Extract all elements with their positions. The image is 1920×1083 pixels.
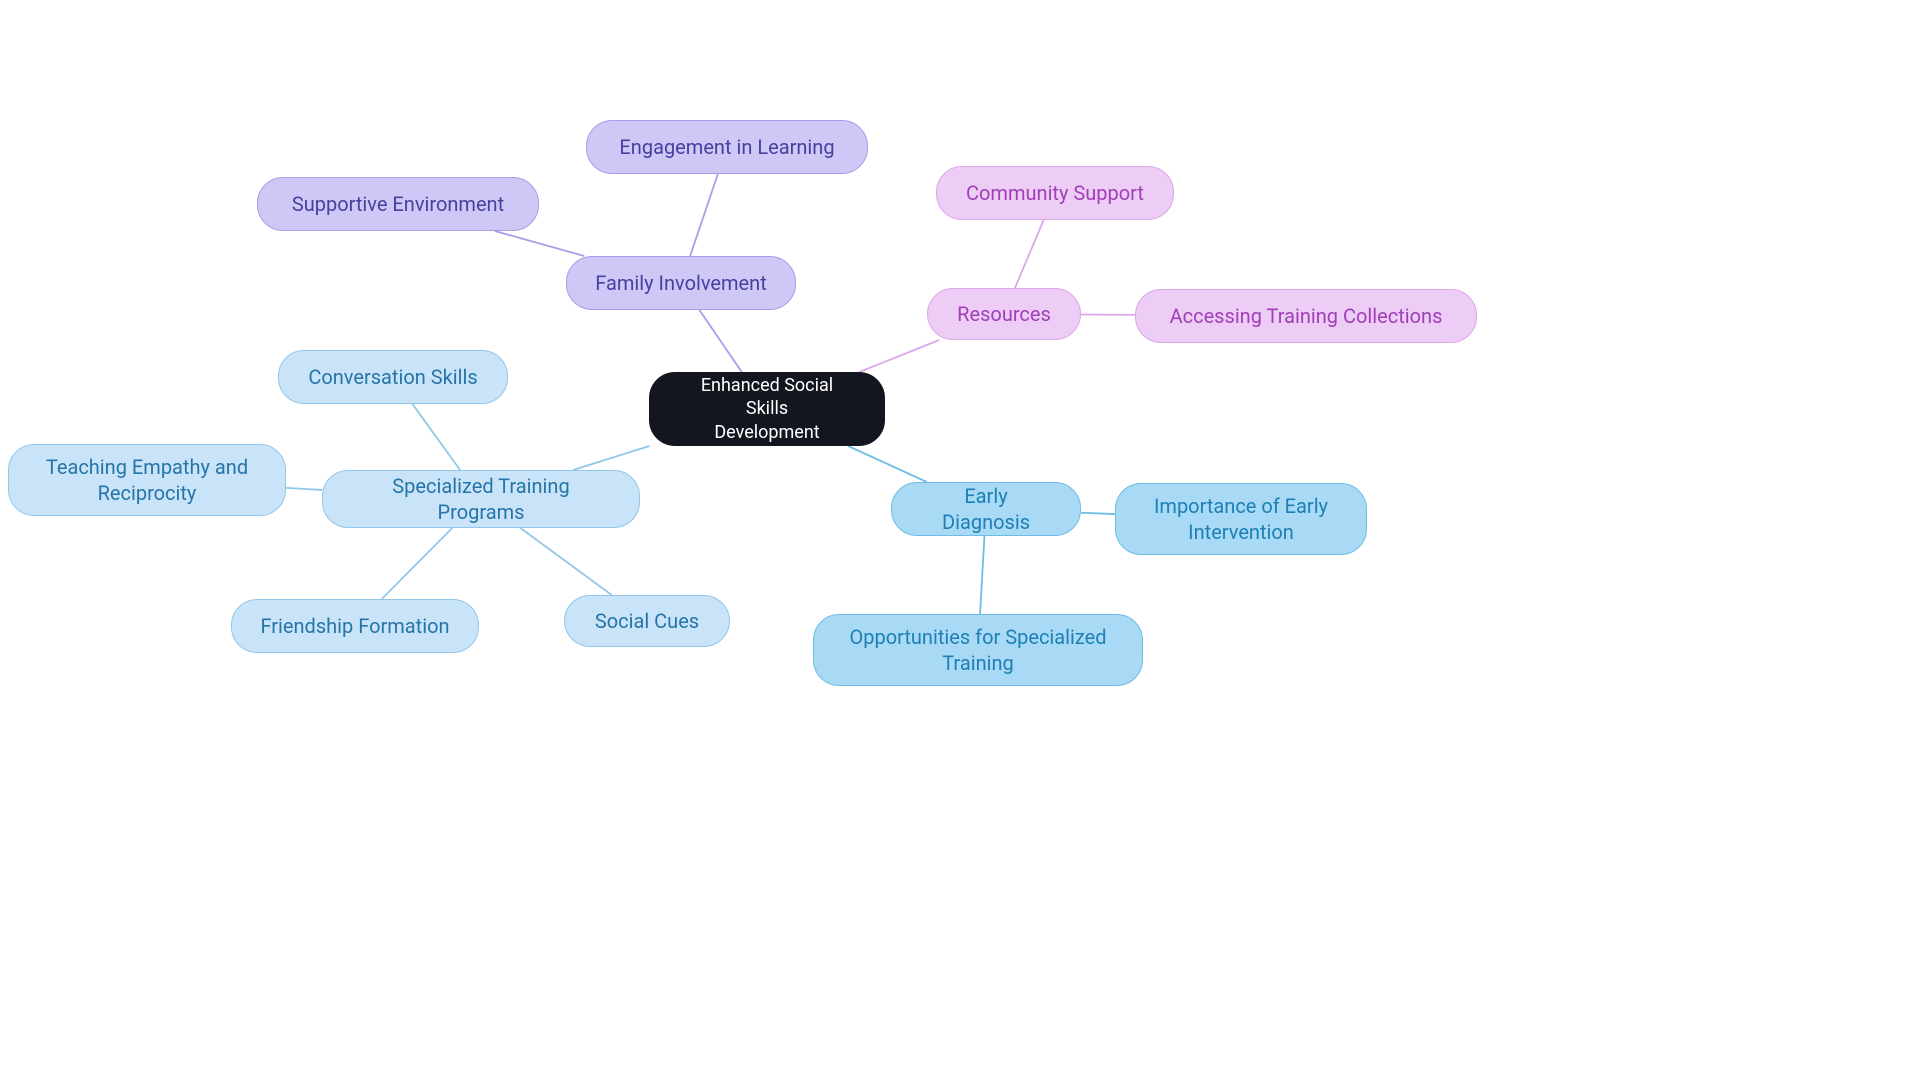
edges-layer [0, 0, 1920, 1083]
node-label: Enhanced Social Skills Development [678, 374, 856, 444]
node-engagement[interactable]: Engagement in Learning [586, 120, 868, 174]
edge-earlydiag-importance [1081, 513, 1115, 514]
node-family[interactable]: Family Involvement [566, 256, 796, 310]
node-importance[interactable]: Importance of Early Intervention [1115, 483, 1367, 555]
edge-specialized-empathy [286, 488, 322, 490]
node-label: Resources [957, 301, 1051, 327]
edge-center-earlydiag [848, 446, 927, 482]
edge-center-family [699, 310, 741, 372]
node-label: Specialized Training Programs [351, 473, 611, 525]
node-friendship[interactable]: Friendship Formation [231, 599, 479, 653]
node-label: Engagement in Learning [619, 134, 834, 160]
edge-center-resources [859, 340, 939, 372]
node-label: Conversation Skills [308, 364, 477, 390]
node-label: Friendship Formation [260, 613, 449, 639]
node-label: Opportunities for Specialized Training [849, 624, 1106, 676]
node-label: Social Cues [595, 608, 699, 634]
node-resources[interactable]: Resources [927, 288, 1081, 340]
node-label: Teaching Empathy and Reciprocity [46, 454, 248, 506]
edge-earlydiag-opportunities [980, 536, 984, 614]
edge-center-specialized [573, 446, 649, 470]
node-conversation[interactable]: Conversation Skills [278, 350, 508, 404]
edge-resources-community [1015, 220, 1044, 288]
node-label: Supportive Environment [292, 191, 504, 217]
node-center[interactable]: Enhanced Social Skills Development [649, 372, 885, 446]
node-socialcues[interactable]: Social Cues [564, 595, 730, 647]
edge-family-engagement [690, 174, 718, 256]
node-label: Importance of Early Intervention [1154, 493, 1328, 545]
edge-specialized-conversation [412, 404, 460, 470]
node-supportive[interactable]: Supportive Environment [257, 177, 539, 231]
node-label: Community Support [966, 180, 1144, 206]
edge-specialized-socialcues [520, 528, 611, 595]
node-earlydiag[interactable]: Early Diagnosis [891, 482, 1081, 536]
edge-specialized-friendship [382, 528, 452, 599]
node-label: Family Involvement [595, 270, 766, 296]
mindmap-canvas: Enhanced Social Skills Development Family… [0, 0, 1920, 1083]
node-opportunities[interactable]: Opportunities for Specialized Training [813, 614, 1143, 686]
edge-family-supportive [495, 231, 585, 256]
node-label: Early Diagnosis [920, 483, 1052, 535]
node-community[interactable]: Community Support [936, 166, 1174, 220]
node-label: Accessing Training Collections [1170, 303, 1443, 329]
node-accessing[interactable]: Accessing Training Collections [1135, 289, 1477, 343]
node-specialized[interactable]: Specialized Training Programs [322, 470, 640, 528]
node-empathy[interactable]: Teaching Empathy and Reciprocity [8, 444, 286, 516]
